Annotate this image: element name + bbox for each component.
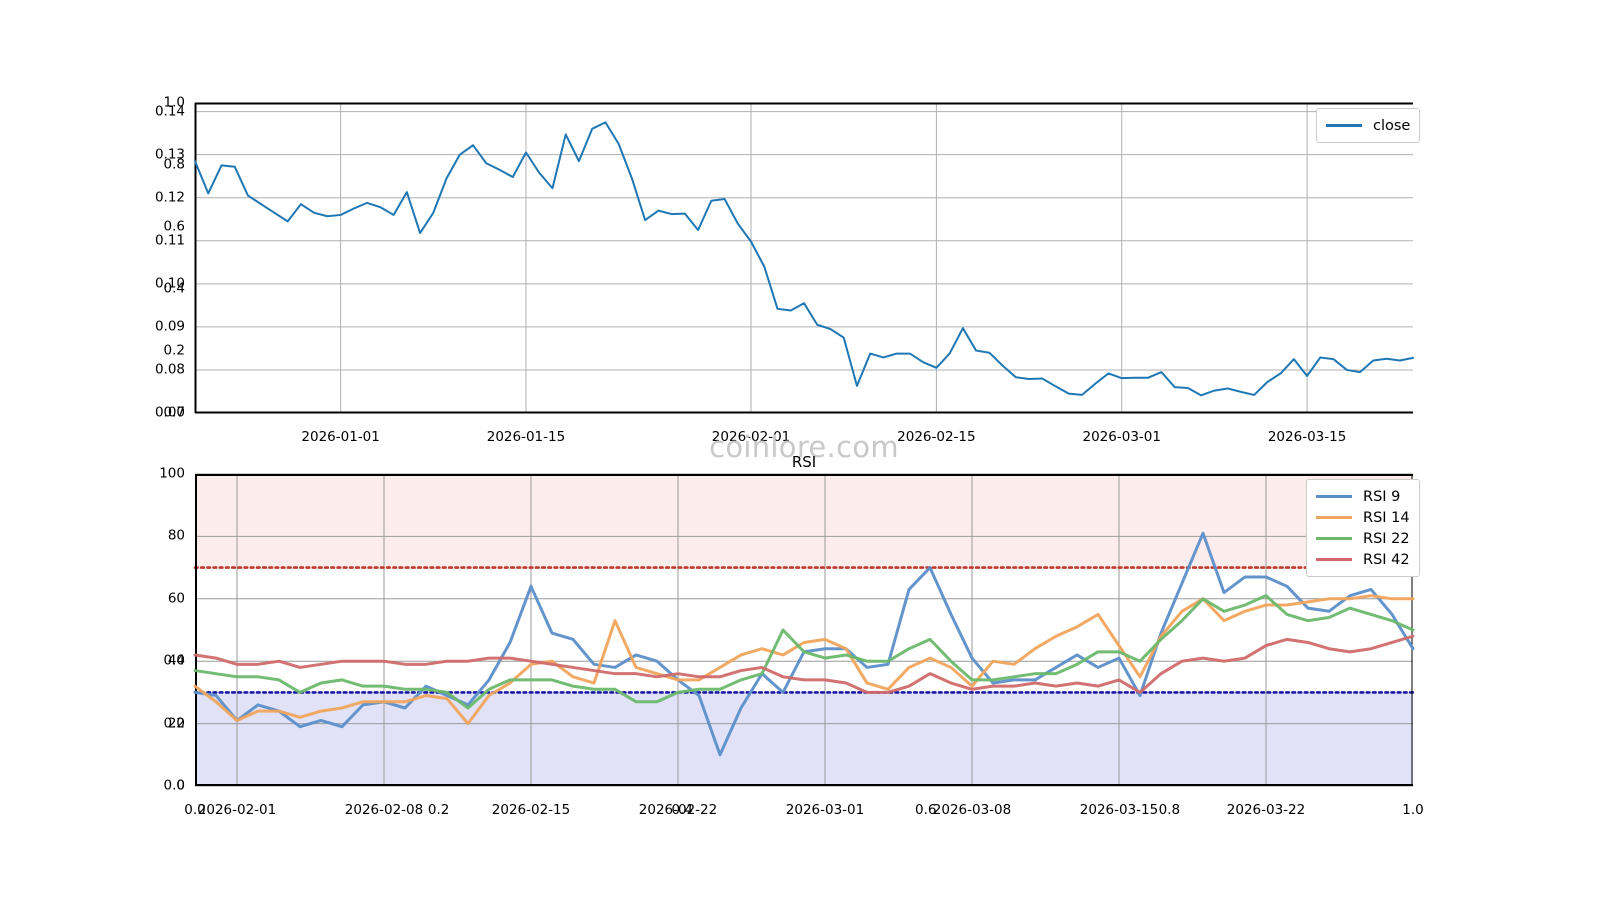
rsi-x-ghost-tick-label: 0.8 (1158, 802, 1181, 818)
rsi-x-tick-label: 2026-03-15 (1079, 802, 1159, 818)
rsi-y-ghost-tick-label: 0.2 (163, 714, 185, 731)
rsi-legend-label: RSI 42 (1363, 551, 1410, 568)
price-legend-item[interactable]: close (1326, 115, 1410, 136)
rsi-legend-label: RSI 9 (1363, 488, 1401, 505)
rsi-legend-item[interactable]: RSI 42 (1316, 549, 1410, 570)
rsi-legend-item[interactable]: RSI 9 (1316, 486, 1410, 507)
price-y-ghost-tick-label: 0.2 (163, 342, 185, 359)
price-x-tick-label: 2026-02-01 (711, 429, 791, 445)
rsi-legend-item[interactable]: RSI 14 (1316, 507, 1410, 528)
rsi-legend-item[interactable]: RSI 22 (1316, 528, 1410, 549)
rsi-x-tick-label: 2026-02-08 (344, 802, 424, 818)
rsi-series-line (193, 594, 1415, 726)
price-x-tick-label: 2026-01-01 (301, 429, 380, 445)
price-x-tick-label: 2026-03-01 (1082, 429, 1161, 445)
rsi-chart-panel (193, 473, 1415, 787)
price-y-tick-label: 0.14 (154, 102, 185, 119)
price-chart-panel (194, 102, 1414, 414)
price-y-ghost-tick-label: 0.4 (163, 280, 185, 297)
rsi-y-ghost-tick-label: 0.4 (163, 652, 185, 669)
price-legend-label: close (1373, 117, 1411, 134)
rsi-x-tick-label: 2026-03-08 (932, 802, 1012, 818)
price-y-ghost-tick-label: 1.0 (163, 94, 185, 111)
rsi-x-tick-label: 2026-02-22 (638, 802, 718, 818)
legend-color-swatch-icon (1316, 495, 1352, 498)
price-y-tick-label: 0.10 (154, 275, 185, 292)
rsi-y-ghost-tick-label: 0.0 (163, 777, 185, 794)
rsi-shaded-band (195, 474, 1413, 568)
price-y-ghost-tick-label: 0.8 (163, 156, 185, 173)
rsi-x-ghost-tick-label: 0.2 (427, 802, 450, 818)
price-y-ghost-tick-label: 0.6 (163, 218, 185, 235)
rsi-legend: RSI 9 RSI 14 RSI 22 RSI 42 (1306, 479, 1420, 577)
price-chart-plot (194, 102, 1414, 414)
rsi-y-tick-label: 100 (159, 465, 185, 482)
rsi-x-tick-label: 2026-03-01 (785, 802, 865, 818)
price-y-tick-label: 0.09 (154, 318, 185, 335)
price-y-tick-label: 0.12 (154, 188, 185, 205)
legend-color-swatch-icon (1316, 558, 1352, 561)
rsi-legend-label: RSI 14 (1363, 509, 1410, 526)
rsi-y-tick-label: 0 (176, 777, 185, 794)
rsi-x-tick-label: 2026-02-15 (491, 802, 571, 818)
legend-color-swatch-icon (1316, 537, 1352, 540)
legend-color-swatch-icon (1316, 516, 1352, 519)
rsi-chart-title: RSI (791, 453, 817, 471)
rsi-chart-plot (193, 473, 1415, 787)
price-y-tick-label: 0.07 (154, 404, 185, 421)
rsi-legend-label: RSI 22 (1363, 530, 1410, 547)
price-y-tick-label: 0.08 (154, 361, 185, 378)
rsi-x-ghost-tick-label: 0.6 (915, 802, 937, 818)
rsi-x-tick-label: 2026-03-22 (1226, 802, 1306, 818)
price-legend: close (1316, 108, 1421, 143)
rsi-series-line (193, 594, 1415, 710)
price-x-tick-label: 2026-01-15 (486, 429, 566, 445)
rsi-y-tick-label: 40 (167, 652, 185, 669)
price-x-tick-label: 2026-02-15 (897, 429, 976, 445)
rsi-y-tick-label: 20 (167, 714, 185, 731)
rsi-x-ghost-tick-label: 1.0 (1402, 802, 1424, 818)
price-y-tick-label: 0.13 (154, 145, 185, 162)
price-close-line (194, 121, 1414, 397)
rsi-y-tick-label: 80 (167, 527, 185, 544)
rsi-x-ghost-tick-label: 0.0 (184, 802, 206, 818)
price-x-tick-label: 2026-03-15 (1267, 429, 1347, 445)
price-y-tick-label: 0.11 (154, 232, 185, 249)
rsi-y-tick-label: 60 (167, 590, 185, 607)
rsi-shaded-band (195, 692, 1413, 786)
rsi-x-ghost-tick-label: 0.4 (671, 802, 693, 818)
price-y-ghost-tick-label: 0.0 (163, 404, 185, 421)
rsi-x-tick-label: 2026-02-01 (197, 802, 277, 818)
legend-color-swatch-icon (1326, 124, 1362, 127)
rsi-series-line (193, 634, 1415, 694)
